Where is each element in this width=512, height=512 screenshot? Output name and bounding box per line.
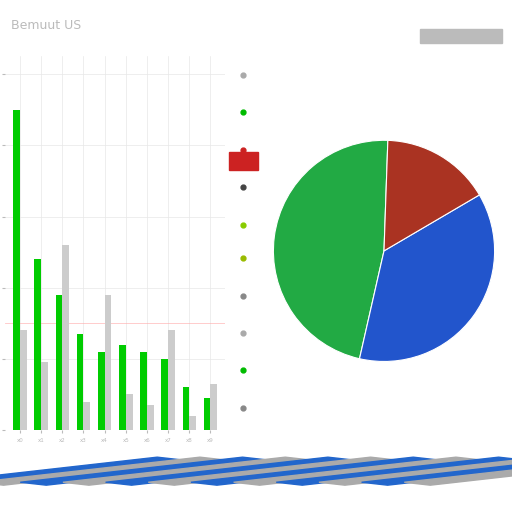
Text: Bemuut US: Bemuut US [11, 19, 81, 32]
Bar [83, 401, 90, 430]
Polygon shape [233, 457, 482, 485]
Polygon shape [0, 457, 183, 485]
Polygon shape [319, 457, 512, 485]
Polygon shape [361, 457, 512, 485]
Bar [168, 330, 175, 430]
Bar [126, 394, 133, 430]
Wedge shape [384, 140, 479, 251]
Bar [119, 345, 126, 430]
Polygon shape [105, 457, 354, 485]
Bar [140, 352, 147, 430]
Bar [55, 295, 62, 430]
Bar [189, 416, 196, 430]
Bar [41, 362, 48, 430]
Bar [98, 352, 104, 430]
Polygon shape [148, 457, 397, 485]
Polygon shape [20, 457, 269, 485]
Polygon shape [0, 457, 226, 485]
Bar [204, 398, 210, 430]
Bar [77, 334, 83, 430]
Wedge shape [273, 140, 388, 359]
Polygon shape [276, 457, 512, 485]
Bar [62, 245, 69, 430]
Bar [147, 405, 154, 430]
Bar [104, 295, 112, 430]
Bar [20, 330, 27, 430]
Bar [420, 29, 502, 43]
Bar [34, 259, 41, 430]
Polygon shape [191, 457, 439, 485]
Bar [210, 384, 217, 430]
Bar [161, 359, 168, 430]
Bar [13, 110, 20, 430]
Wedge shape [359, 195, 495, 361]
Polygon shape [404, 457, 512, 485]
Bar [229, 152, 258, 170]
Polygon shape [63, 457, 311, 485]
Bar [182, 388, 189, 430]
